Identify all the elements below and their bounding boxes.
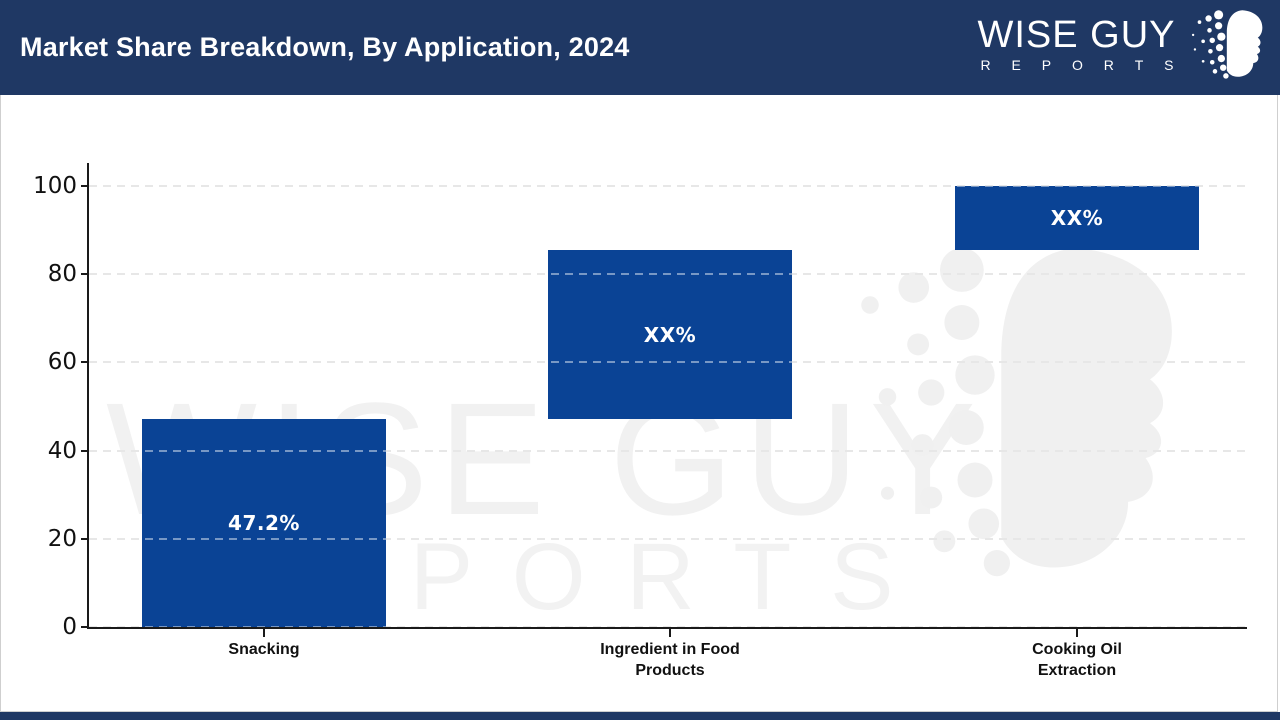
x-category-label-cooking-oil: Cooking Oil Extraction <box>1032 641 1122 679</box>
x-category-label-snacking: Snacking <box>228 641 300 658</box>
bar-value-label: 47.2% <box>228 510 300 535</box>
logo-secondary-text: R E P O R T S <box>980 57 1182 73</box>
x-tick-mark-2 <box>669 629 671 637</box>
y-tick-label-60: 60 <box>47 349 77 376</box>
gridline-80 <box>89 273 1245 276</box>
y-axis-line <box>87 163 89 629</box>
y-tick-label-20: 20 <box>47 525 77 552</box>
wise-guy-reports-logo: WISE GUY R E P O R T S <box>977 6 1266 82</box>
y-tick-mark-0 <box>81 626 89 628</box>
gridline-20 <box>89 537 1245 540</box>
logo-primary-text: WISE GUY <box>977 14 1176 56</box>
x-category-label-ingredient-in-food: Ingredient in Food Products <box>600 641 740 679</box>
plot-area: 47.2% XX% XX% <box>89 165 1245 628</box>
bar-cooking-oil-extraction: XX% <box>955 186 1199 251</box>
y-tick-label-0: 0 <box>62 614 77 640</box>
bar-snacking: 47.2% <box>142 418 386 627</box>
dotted-head-icon <box>1191 10 1263 79</box>
gridline-20 <box>89 537 1245 540</box>
gridline-60 <box>89 361 1245 364</box>
y-tick-mark-20 <box>81 537 89 540</box>
gridline-100 <box>89 185 1245 188</box>
gridline-100 <box>89 185 1245 188</box>
x-axis-line <box>87 627 1247 629</box>
y-tick-label-80: 80 <box>47 261 77 288</box>
y-tick-mark-80 <box>81 273 89 276</box>
footer-bar <box>0 712 1280 720</box>
header-bar: Market Share Breakdown, By Application, … <box>0 0 1280 95</box>
bar-value-label: XX% <box>643 322 697 347</box>
x-tick-mark-3 <box>1076 629 1078 637</box>
bar-ingredient-in-food-products: XX% <box>548 250 792 419</box>
y-tick-mark-100 <box>81 185 89 188</box>
page-title: Market Share Breakdown, By Application, … <box>20 32 630 62</box>
gridline-40 <box>89 449 1245 452</box>
watermark-head-icon <box>861 248 1172 577</box>
y-tick-mark-40 <box>81 449 89 452</box>
gridline-40 <box>89 449 1245 452</box>
bar-value-label: XX% <box>1050 206 1104 231</box>
x-tick-mark-1 <box>263 629 265 637</box>
y-tick-label-100: 100 <box>33 173 77 200</box>
y-tick-label-40: 40 <box>47 437 77 464</box>
y-tick-mark-60 <box>81 361 89 364</box>
